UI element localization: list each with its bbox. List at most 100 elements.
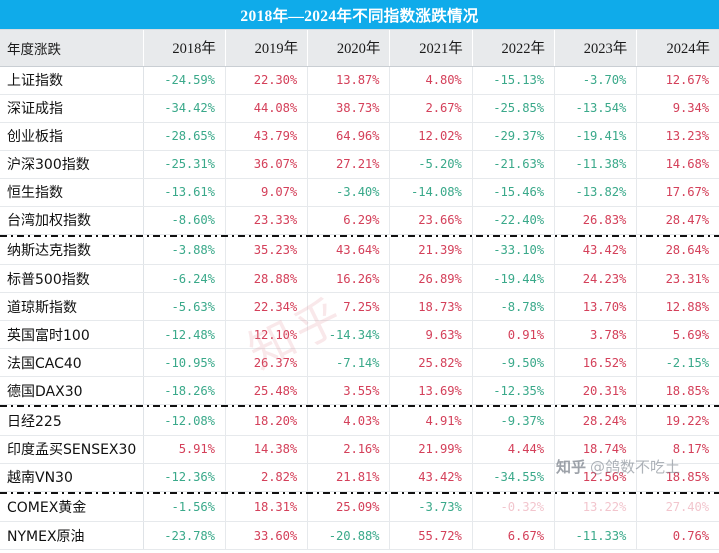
cell-value: 14.38% [225, 435, 309, 464]
row-label: 纳斯达克指数 [0, 236, 144, 265]
cell-value: -29.37% [472, 122, 555, 151]
cell-value: 28.47% [636, 206, 719, 235]
row-label: 日经225 [0, 407, 144, 436]
cell-value: -14.08% [389, 178, 473, 207]
cell-value: 9.34% [636, 94, 719, 123]
row-label: 恒生指数 [0, 178, 144, 207]
cell-value: 7.25% [307, 292, 391, 321]
cell-value: 25.48% [225, 376, 309, 405]
cell-value: 12.88% [636, 292, 719, 321]
cell-value: -19.44% [472, 264, 555, 293]
cell-value: 22.34% [225, 292, 309, 321]
cell-value: -9.50% [472, 348, 555, 377]
cell-value: -3.70% [554, 66, 638, 95]
cell-value: 26.83% [554, 206, 638, 235]
cell-value: 18.20% [225, 407, 309, 436]
cell-value: -15.13% [472, 66, 555, 95]
cell-value: 27.21% [307, 150, 391, 179]
table-header: 年度涨跌 2018年 2019年 2020年 2021年 2022年 2023年… [0, 30, 719, 67]
table-row: 恒生指数 -13.61% 9.07% -3.40% -14.08% -15.46% -13.… [0, 178, 719, 207]
row-label: 台湾加权指数 [0, 206, 144, 235]
cell-value: 43.79% [225, 122, 309, 151]
row-label: 沪深300指数 [0, 150, 144, 179]
cell-value: 12.56% [554, 463, 638, 492]
cell-value: 25.09% [307, 493, 391, 522]
cell-value: -18.26% [143, 376, 226, 405]
page-title: 2018年—2024年不同指数涨跌情况 [240, 7, 479, 25]
table-header-row: 年度涨跌 2018年 2019年 2020年 2021年 2022年 2023年… [0, 30, 719, 67]
cell-value: -14.34% [307, 320, 391, 349]
row-label: 越南VN30 [0, 463, 144, 492]
cell-value: -3.40% [307, 178, 391, 207]
row-label: 印度孟买SENSEX30 [0, 435, 144, 464]
cell-value: 18.74% [554, 435, 638, 464]
cell-value: -1.56% [143, 493, 226, 522]
cell-value: 5.69% [636, 320, 719, 349]
cell-value: 21.99% [389, 435, 473, 464]
group-separator [0, 405, 719, 407]
cell-value: 13.87% [307, 66, 391, 95]
table-row: 道琼斯指数 -5.63% 22.34% 7.25% 18.73% -8.78% 13.70%… [0, 292, 719, 321]
title-bar: 2018年—2024年不同指数涨跌情况 [0, 0, 719, 30]
cell-value: 36.07% [225, 150, 309, 179]
cell-value: 3.55% [307, 376, 391, 405]
column-header-2018: 2018年 [143, 30, 226, 67]
cell-value: 44.08% [225, 94, 309, 123]
cell-value: 4.44% [472, 435, 555, 464]
cell-value: 26.37% [225, 348, 309, 377]
column-header-2022: 2022年 [472, 30, 555, 67]
row-label: NYMEX原油 [0, 521, 144, 550]
cell-value: -33.10% [472, 236, 555, 265]
table-row: 越南VN30 -12.36% 2.82% 21.81% 43.42% -34.55% 12.… [0, 463, 719, 492]
cell-value: 55.72% [389, 521, 473, 550]
table-row: 深证成指 -34.42% 44.08% 38.73% 2.67% -25.85% -13.5… [0, 94, 719, 123]
cell-value: 14.68% [636, 150, 719, 179]
cell-value: -23.78% [143, 521, 226, 550]
row-label: 德国DAX30 [0, 376, 144, 405]
cell-value: -11.38% [554, 150, 638, 179]
table-row: 标普500指数 -6.24% 28.88% 16.26% 26.89% -19.44% 24… [0, 264, 719, 293]
cell-value: -8.78% [472, 292, 555, 321]
cell-value: -11.33% [554, 521, 638, 550]
row-label: 深证成指 [0, 94, 144, 123]
cell-value: 2.16% [307, 435, 391, 464]
table-row: 上证指数 -24.59% 22.30% 13.87% 4.80% -15.13% -3.70… [0, 66, 719, 95]
cell-value: -8.60% [143, 206, 226, 235]
cell-value: -22.40% [472, 206, 555, 235]
table-row: NYMEX原油 -23.78% 33.60% -20.88% 55.72% 6.67% -1… [0, 521, 719, 550]
cell-value: 12.10% [225, 320, 309, 349]
cell-value: -5.63% [143, 292, 226, 321]
cell-value: 0.76% [636, 521, 719, 550]
cell-value: -13.54% [554, 94, 638, 123]
cell-value: -0.32% [472, 493, 555, 522]
row-label: 上证指数 [0, 66, 144, 95]
cell-value: 33.60% [225, 521, 309, 550]
cell-value: -3.73% [389, 493, 473, 522]
cell-value: 18.31% [225, 493, 309, 522]
cell-value: 19.22% [636, 407, 719, 436]
cell-value: 5.91% [143, 435, 226, 464]
table-row: COMEX黄金 -1.56% 18.31% 25.09% -3.73% -0.32% 13.… [0, 493, 719, 522]
cell-value: -25.85% [472, 94, 555, 123]
cell-value: 4.80% [389, 66, 473, 95]
cell-value: 18.85% [636, 463, 719, 492]
cell-value: -7.14% [307, 348, 391, 377]
column-header-2024: 2024年 [636, 30, 719, 67]
index-performance-table: 年度涨跌 2018年 2019年 2020年 2021年 2022年 2023年… [0, 30, 719, 550]
table-row: 纳斯达克指数 -3.88% 35.23% 43.64% 21.39% -33.10% 43.… [0, 236, 719, 265]
cell-value: 23.31% [636, 264, 719, 293]
row-label: 英国富时100 [0, 320, 144, 349]
cell-value: 13.22% [554, 493, 638, 522]
group-separator-line [0, 491, 719, 494]
cell-value: 28.24% [554, 407, 638, 436]
cell-value: 12.02% [389, 122, 473, 151]
table-row: 台湾加权指数 -8.60% 23.33% 6.29% 23.66% -22.40% 26.8… [0, 206, 719, 235]
group-separator-line [0, 405, 719, 407]
cell-value: 18.73% [389, 292, 473, 321]
cell-value: 23.33% [225, 206, 309, 235]
column-header-2019: 2019年 [225, 30, 309, 67]
group-separator [0, 491, 719, 494]
table-row: 英国富时100 -12.48% 12.10% -14.34% 9.63% 0.91% 3.7… [0, 320, 719, 349]
table-row: 法国CAC40 -10.95% 26.37% -7.14% 25.82% -9.50% 16… [0, 348, 719, 377]
cell-value: -21.63% [472, 150, 555, 179]
